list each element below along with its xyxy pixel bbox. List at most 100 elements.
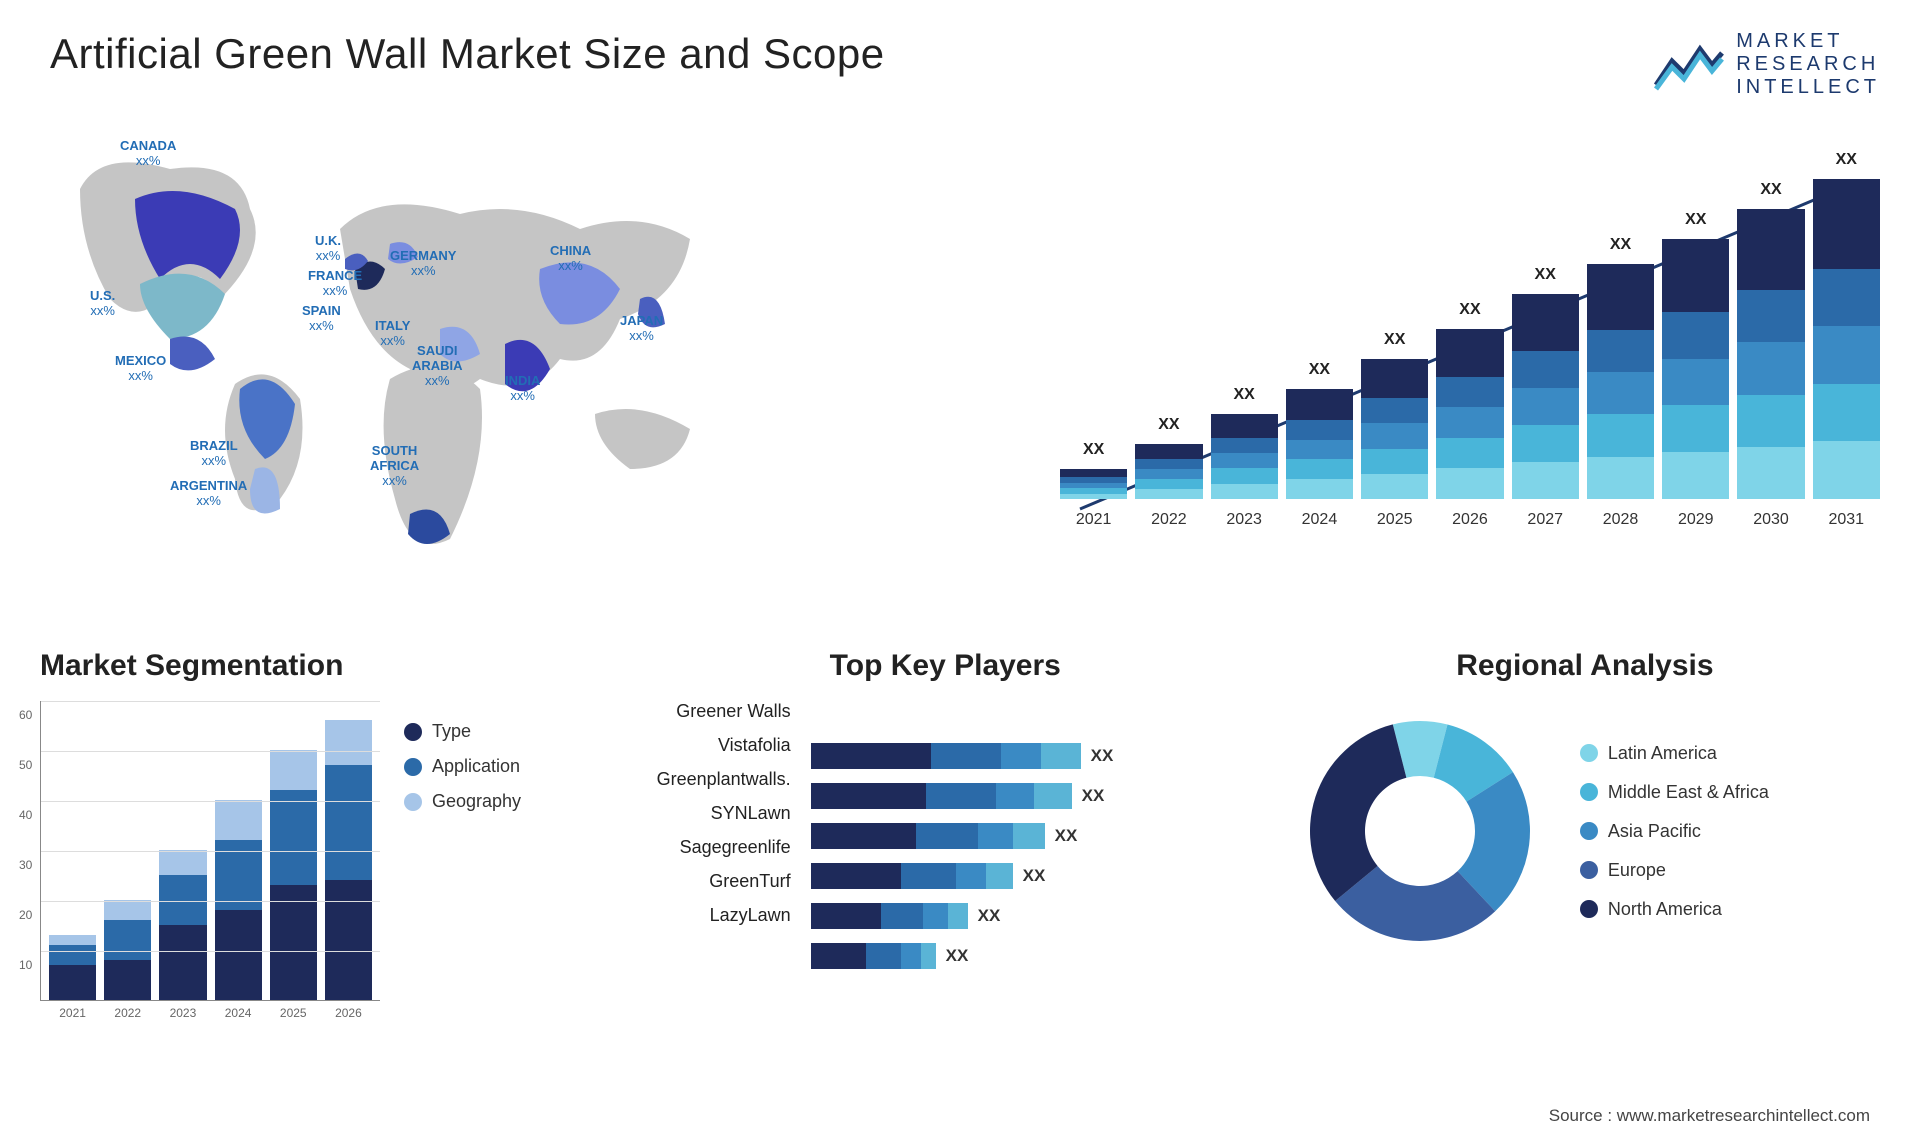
regional-panel: Regional Analysis Latin America Middle Ea… bbox=[1290, 649, 1880, 1029]
bar-year-label: 2026 bbox=[1452, 511, 1488, 529]
player-name: Vistafolia bbox=[718, 735, 791, 756]
brand-logo: MARKET RESEARCH INTELLECT bbox=[1654, 30, 1880, 99]
bar-year-label: 2024 bbox=[1302, 511, 1338, 529]
player-value: XX bbox=[1091, 746, 1114, 766]
growth-bar: XX 2029 bbox=[1662, 211, 1729, 529]
growth-bar: XX 2030 bbox=[1737, 181, 1804, 529]
bar-year-label: 2022 bbox=[1151, 511, 1187, 529]
player-value: XX bbox=[1055, 826, 1078, 846]
map-label: CANADAxx% bbox=[120, 139, 176, 169]
source-footer: Source : www.marketresearchintellect.com bbox=[1549, 1106, 1870, 1126]
player-name: SYNLawn bbox=[711, 803, 791, 824]
bar-value-label: XX bbox=[1083, 441, 1104, 459]
player-name: GreenTurf bbox=[709, 871, 790, 892]
map-label: BRAZILxx% bbox=[190, 439, 238, 469]
regional-title: Regional Analysis bbox=[1290, 649, 1880, 683]
map-label: INDIAxx% bbox=[505, 374, 540, 404]
world-map-panel: CANADAxx% U.S.xx% MEXICOxx% BRAZILxx% ARGENT… bbox=[40, 129, 1010, 609]
player-name: LazyLawn bbox=[710, 905, 791, 926]
bar-value-label: XX bbox=[1459, 301, 1480, 319]
growth-bar: XX 2023 bbox=[1211, 386, 1278, 529]
growth-bar: XX 2024 bbox=[1286, 361, 1353, 529]
map-label: CHINAxx% bbox=[550, 244, 591, 274]
seg-bar: 2021 bbox=[49, 935, 96, 1000]
bar-value-label: XX bbox=[1836, 151, 1857, 169]
bar-year-label: 2027 bbox=[1527, 511, 1563, 529]
bar-year-label: 2031 bbox=[1828, 511, 1864, 529]
map-label: SAUDIARABIAxx% bbox=[412, 344, 463, 389]
bar-value-label: XX bbox=[1535, 266, 1556, 284]
player-bar: XX bbox=[811, 903, 1270, 929]
bar-year-label: 2023 bbox=[1226, 511, 1262, 529]
growth-bar: XX 2031 bbox=[1813, 151, 1880, 529]
regional-legend: Latin America Middle East & Africa Asia Pa… bbox=[1580, 743, 1769, 920]
player-value: XX bbox=[978, 906, 1001, 926]
map-label: U.K.xx% bbox=[315, 234, 341, 264]
growth-bar: XX 2027 bbox=[1512, 266, 1579, 529]
player-value: XX bbox=[946, 946, 969, 966]
logo-icon bbox=[1654, 37, 1724, 93]
legend-item: Geography bbox=[404, 791, 521, 812]
legend-item: Type bbox=[404, 721, 521, 742]
player-bar: XX bbox=[811, 943, 1270, 969]
player-bar: XX bbox=[811, 823, 1270, 849]
player-name: Greenplantwalls. bbox=[657, 769, 791, 790]
legend-item: Application bbox=[404, 756, 521, 777]
bar-value-label: XX bbox=[1685, 211, 1706, 229]
legend-item: North America bbox=[1580, 899, 1769, 920]
seg-bar: 2024 bbox=[215, 800, 262, 1000]
seg-bar: 2025 bbox=[270, 750, 317, 1000]
bar-year-label: 2029 bbox=[1678, 511, 1714, 529]
player-value: XX bbox=[1082, 786, 1105, 806]
map-label: ARGENTINAxx% bbox=[170, 479, 247, 509]
seg-bar: 2022 bbox=[104, 900, 151, 1000]
segmentation-chart: 202120222023202420252026 102030405060 bbox=[40, 701, 380, 1001]
legend-item: Middle East & Africa bbox=[1580, 782, 1769, 803]
growth-chart: XX2021XX2022XX2023XX2024XX2025XX2026XX20… bbox=[1050, 129, 1880, 609]
map-label: ITALYxx% bbox=[375, 319, 410, 349]
map-label: MEXICOxx% bbox=[115, 354, 166, 384]
bar-value-label: XX bbox=[1384, 331, 1405, 349]
players-panel: Top Key Players Greener Walls Vistafolia G… bbox=[621, 649, 1270, 1029]
map-label: U.S.xx% bbox=[90, 289, 115, 319]
players-chart: XXXXXXXXXXXX bbox=[811, 701, 1270, 969]
growth-bar: XX 2022 bbox=[1135, 416, 1202, 529]
segmentation-legend: Type Application Geography bbox=[404, 721, 521, 812]
growth-bar: XX 2021 bbox=[1060, 441, 1127, 529]
logo-line1: MARKET bbox=[1736, 30, 1880, 53]
segmentation-title: Market Segmentation bbox=[40, 649, 601, 683]
growth-bar: XX 2025 bbox=[1361, 331, 1428, 529]
player-name: Sagegreenlife bbox=[680, 837, 791, 858]
player-bar bbox=[811, 703, 1270, 729]
player-bar: XX bbox=[811, 783, 1270, 809]
logo-line2: RESEARCH bbox=[1736, 53, 1880, 76]
player-value: XX bbox=[1023, 866, 1046, 886]
map-label: FRANCExx% bbox=[308, 269, 362, 299]
seg-bar: 2026 bbox=[325, 720, 372, 1000]
bar-year-label: 2030 bbox=[1753, 511, 1789, 529]
bar-value-label: XX bbox=[1158, 416, 1179, 434]
player-bar: XX bbox=[811, 863, 1270, 889]
page-title: Artificial Green Wall Market Size and Sc… bbox=[40, 30, 885, 78]
growth-bar: XX 2026 bbox=[1436, 301, 1503, 529]
bar-value-label: XX bbox=[1760, 181, 1781, 199]
bar-year-label: 2021 bbox=[1076, 511, 1112, 529]
legend-item: Latin America bbox=[1580, 743, 1769, 764]
map-label: SOUTHAFRICAxx% bbox=[370, 444, 419, 489]
regional-donut bbox=[1290, 701, 1550, 961]
legend-item: Europe bbox=[1580, 860, 1769, 881]
logo-line3: INTELLECT bbox=[1736, 76, 1880, 99]
player-bar: XX bbox=[811, 743, 1270, 769]
bar-value-label: XX bbox=[1610, 236, 1631, 254]
bar-year-label: 2025 bbox=[1377, 511, 1413, 529]
segmentation-panel: Market Segmentation 20212022202320242025… bbox=[40, 649, 601, 1029]
growth-bar: XX2028 bbox=[1587, 236, 1654, 529]
map-label: GERMANYxx% bbox=[390, 249, 456, 279]
players-title: Top Key Players bbox=[621, 649, 1270, 683]
map-label: JAPANxx% bbox=[620, 314, 663, 344]
legend-item: Asia Pacific bbox=[1580, 821, 1769, 842]
bar-value-label: XX bbox=[1309, 361, 1330, 379]
map-label: SPAINxx% bbox=[302, 304, 341, 334]
player-name: Greener Walls bbox=[676, 701, 790, 722]
bar-value-label: XX bbox=[1233, 386, 1254, 404]
